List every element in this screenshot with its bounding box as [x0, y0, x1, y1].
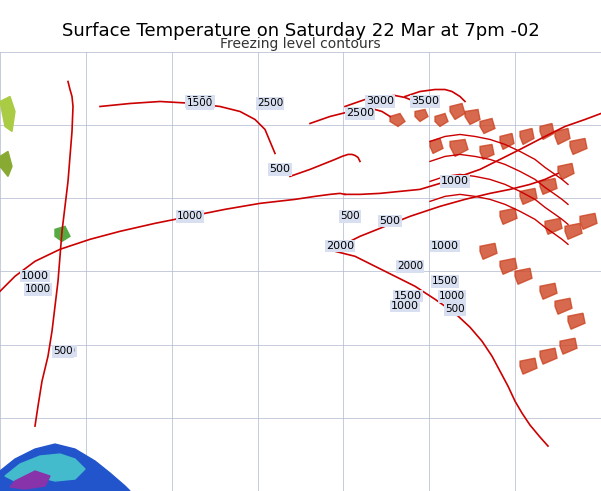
- Polygon shape: [10, 471, 50, 489]
- Polygon shape: [415, 109, 428, 121]
- Text: 1000: 1000: [25, 284, 51, 294]
- Polygon shape: [450, 104, 465, 119]
- Text: Surface Temperature on Saturday 22 Mar at 7pm -02: Surface Temperature on Saturday 22 Mar a…: [62, 22, 539, 40]
- Text: 3000: 3000: [366, 97, 394, 107]
- Text: 1000: 1000: [431, 241, 459, 251]
- Polygon shape: [560, 338, 577, 354]
- Polygon shape: [540, 348, 557, 364]
- Polygon shape: [0, 151, 12, 176]
- Text: 2500: 2500: [346, 109, 374, 118]
- Polygon shape: [0, 97, 15, 132]
- Polygon shape: [500, 134, 514, 149]
- Polygon shape: [480, 118, 495, 134]
- Text: 500: 500: [340, 211, 360, 221]
- Text: 2000: 2000: [397, 261, 423, 272]
- Polygon shape: [5, 454, 85, 481]
- Polygon shape: [545, 218, 562, 234]
- Polygon shape: [480, 144, 494, 160]
- Polygon shape: [450, 139, 468, 157]
- Polygon shape: [480, 244, 497, 259]
- Polygon shape: [540, 123, 554, 139]
- Polygon shape: [568, 313, 585, 329]
- Polygon shape: [555, 298, 572, 314]
- Polygon shape: [435, 113, 448, 127]
- Text: 1500: 1500: [432, 276, 458, 286]
- Polygon shape: [558, 164, 574, 179]
- Text: 500: 500: [53, 346, 73, 356]
- Polygon shape: [390, 113, 405, 127]
- Polygon shape: [430, 138, 443, 153]
- Polygon shape: [515, 268, 532, 284]
- Text: 1500: 1500: [187, 99, 213, 109]
- Polygon shape: [555, 129, 570, 144]
- Text: 1000: 1000: [177, 211, 203, 221]
- Text: 500: 500: [445, 304, 465, 314]
- Text: 2000: 2000: [326, 241, 354, 251]
- Polygon shape: [570, 138, 587, 155]
- Polygon shape: [0, 444, 130, 491]
- Text: 3500: 3500: [411, 97, 439, 107]
- Text: 1000: 1000: [21, 271, 49, 281]
- Polygon shape: [540, 283, 557, 299]
- Text: 1000: 1000: [391, 301, 419, 311]
- Text: 500: 500: [269, 164, 290, 174]
- Polygon shape: [580, 214, 597, 229]
- Text: 1500: 1500: [394, 291, 422, 301]
- Polygon shape: [500, 258, 517, 274]
- Text: Freezing level contours: Freezing level contours: [220, 37, 381, 51]
- Text: 500: 500: [379, 217, 400, 226]
- Text: 1000: 1000: [441, 176, 469, 187]
- Polygon shape: [465, 109, 480, 124]
- Polygon shape: [520, 189, 537, 204]
- Polygon shape: [520, 129, 534, 144]
- Text: 1500: 1500: [186, 97, 214, 107]
- Text: 2500: 2500: [257, 99, 283, 109]
- Polygon shape: [500, 208, 517, 224]
- Polygon shape: [520, 358, 537, 374]
- Text: 500: 500: [55, 346, 76, 356]
- Polygon shape: [540, 178, 557, 194]
- Polygon shape: [55, 226, 70, 241]
- Text: 1000: 1000: [439, 291, 465, 301]
- Polygon shape: [565, 223, 582, 239]
